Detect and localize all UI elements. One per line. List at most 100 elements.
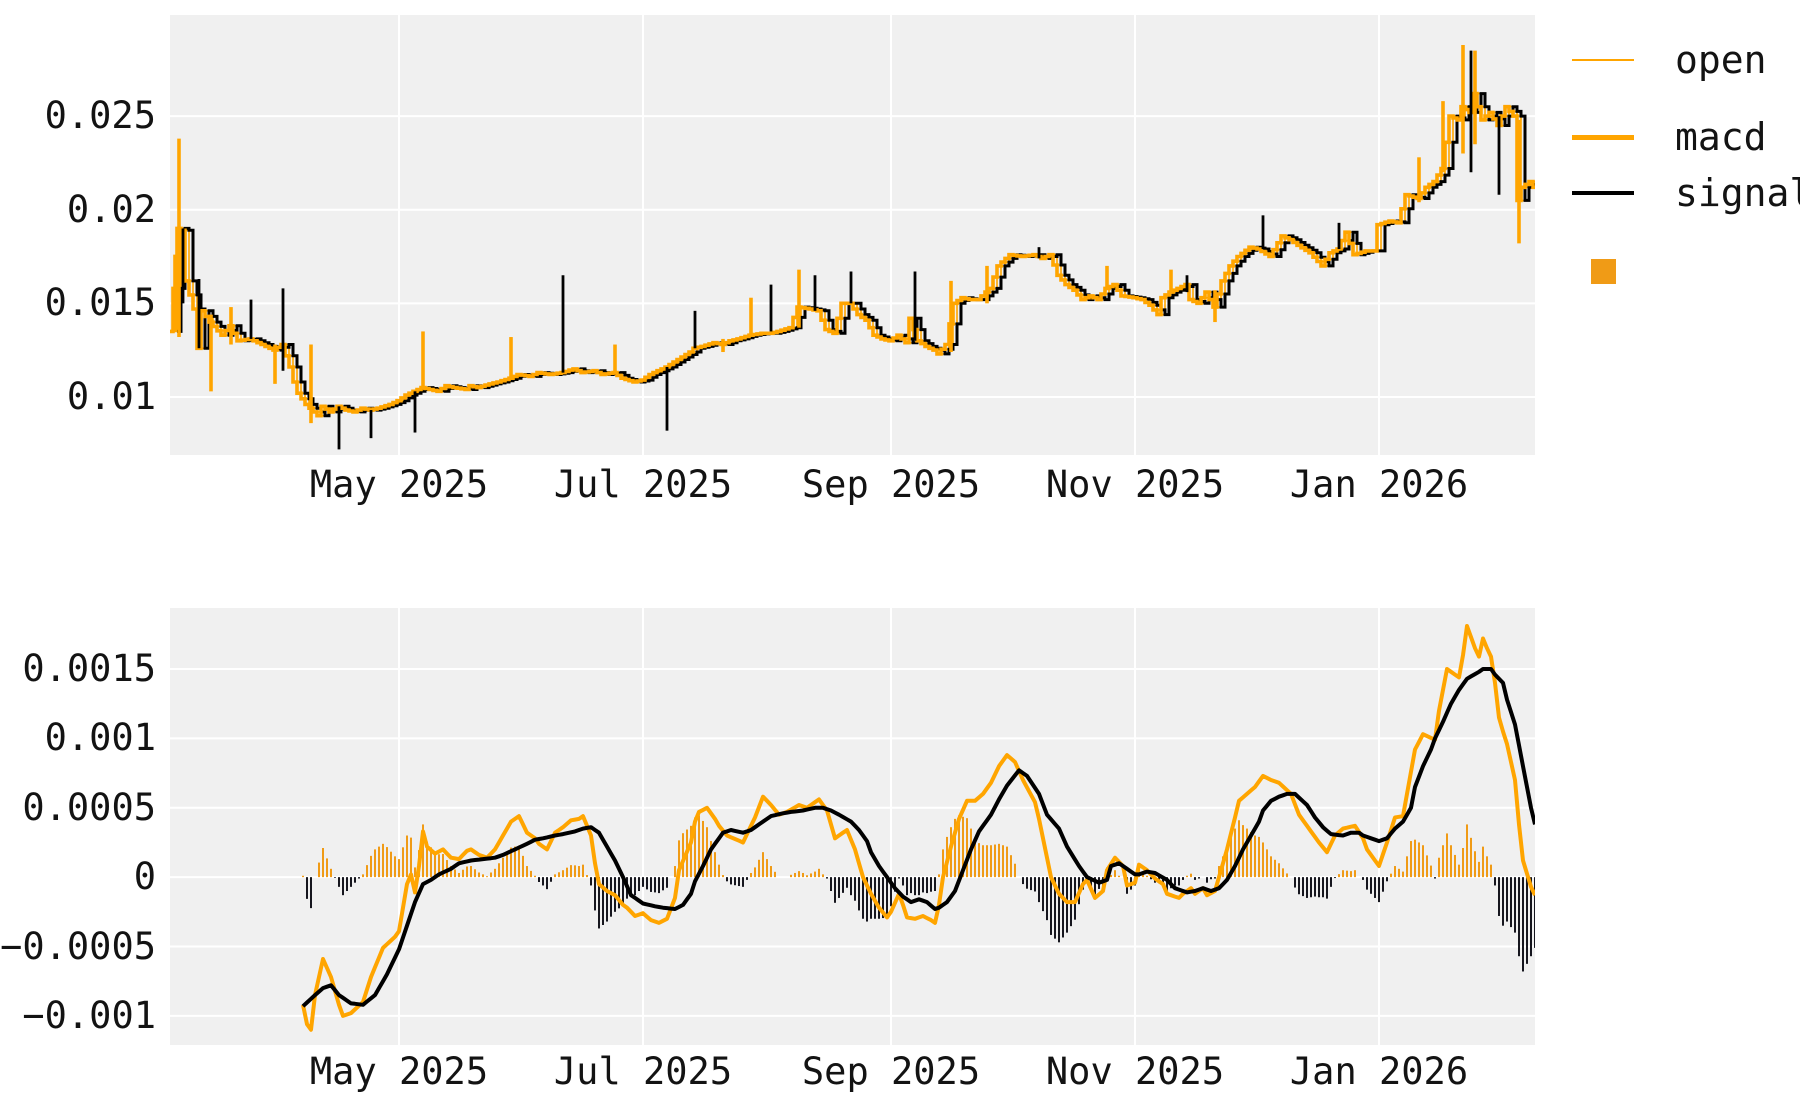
macd-histogram-bar [1370,877,1372,894]
macd-histogram-bar [450,866,452,878]
macd-histogram-bar [1318,877,1320,898]
macd-histogram-bar [1322,877,1324,898]
macd-histogram-bar [394,856,396,878]
macd-histogram-bar [1506,877,1508,922]
macd-histogram-bar [650,877,652,892]
macd-histogram-bar [990,845,992,878]
macd-histogram-bar [918,877,920,896]
macd-histogram-bar [302,875,304,878]
macd-histogram-bar [1246,828,1248,878]
macd-histogram-bar [1414,839,1416,878]
macd-histogram-bar [1470,837,1472,878]
macd-histogram-bar [1050,877,1052,935]
macd-histogram-bar [1374,877,1376,898]
macd-histogram-bar [666,877,668,888]
macd-histogram-bar [1502,877,1504,926]
macd-histogram-bar [914,877,916,896]
macd-histogram-bar [470,866,472,878]
macd-histogram-bar [426,841,428,878]
macd-histogram-bar [742,877,744,887]
macd-histogram-bar [1462,848,1464,878]
macd-histogram-bar [830,877,832,892]
macd-histogram-bar [342,877,344,896]
macd-histogram-bar [1038,877,1040,903]
macd-histogram-bar [570,865,572,878]
macd-histogram-bar [1250,832,1252,878]
macd-histogram-bar [1294,877,1296,888]
macd-histogram-bar [1054,877,1056,939]
macd-histogram-bar [438,854,440,878]
macd-histogram-bar [1306,877,1308,898]
macd-histogram-bar [1174,877,1176,886]
macd-histogram-bar [514,846,516,878]
macd-histogram-bar [1186,875,1188,878]
macd-histogram-bar [1450,845,1452,878]
macd-histogram-bar [798,871,800,878]
macd-histogram-bar [818,868,820,878]
macd-histogram-bar [414,867,416,878]
macd-histogram-bar [654,877,656,893]
macd-histogram-bar [966,818,968,878]
macd-histogram-bar [846,877,848,888]
macd-histogram-bar [1230,837,1232,878]
macd-histogram-bar [1466,824,1468,878]
macd-histogram-bar [642,877,644,887]
macd-histogram-bar [1390,873,1392,878]
macd-histogram-bar [1042,877,1044,912]
macd-histogram-bar [1342,870,1344,878]
signal-series-line [301,667,1535,1008]
macd-histogram-bar [858,877,860,911]
macd-histogram-bar [770,866,772,878]
macd-histogram-bar [1438,857,1440,878]
macd-histogram-bar [1206,877,1208,883]
y-tick-label: −0.001 [22,993,156,1037]
macd-histogram-bar [1090,877,1092,888]
macd-histogram-bar [870,877,872,919]
macd-histogram-bar [774,871,776,878]
macd-histogram-bar [986,845,988,878]
macd-histogram-bar [814,871,816,878]
macd-histogram-bar [554,874,556,878]
macd-histogram-bar [318,862,320,878]
macd-histogram-bar [1162,877,1164,884]
macd-histogram-bar [982,845,984,878]
macd-histogram-bar [1434,877,1436,879]
macd-histogram-bar [662,877,664,891]
macd-histogram-bar [794,872,796,878]
macd-histogram-bar [750,872,752,878]
macd-histogram-bar [1282,868,1284,878]
macd-histogram-bar [1526,877,1528,964]
macd-histogram-bar [974,837,976,878]
macd-histogram-bar [690,825,692,878]
macd-histogram-bar [1198,877,1200,879]
macd-histogram-bar [1482,846,1484,878]
macd-histogram-bar [1386,877,1388,882]
macd-histogram-bar [1454,854,1456,878]
macd-histogram-bar [1150,877,1152,880]
macd-histogram-bar [694,817,696,878]
macd-histogram-bar [1182,877,1184,880]
macd-histogram-bar [998,843,1000,878]
macd-histogram-bar [1022,877,1024,885]
macd-histogram-bar [374,849,376,878]
x-tick-label: Jul 2025 [553,1050,733,1093]
macd-histogram-bar [806,875,808,878]
macd-histogram-bar [338,877,340,887]
macd-histogram-bar [310,877,312,909]
macd-histogram-bar [486,876,488,878]
macd-histogram-bar [502,857,504,878]
macd-histogram-bar [1490,864,1492,878]
y-tick-label: 0 [133,855,156,899]
macd-histogram-bar [826,877,828,879]
macd-histogram-bar [890,877,892,907]
macd-histogram-bar [462,869,464,878]
macd-histogram-bar [710,841,712,878]
macd-histogram-bar [1006,846,1008,878]
macd-histogram-bar [1522,877,1524,972]
x-tick-label: Jan 2026 [1289,463,1469,506]
macd-histogram-bar [474,869,476,878]
macd-histogram-bar [1310,877,1312,898]
macd-histogram-bar [598,877,600,929]
macd-histogram-bar [1314,877,1316,897]
